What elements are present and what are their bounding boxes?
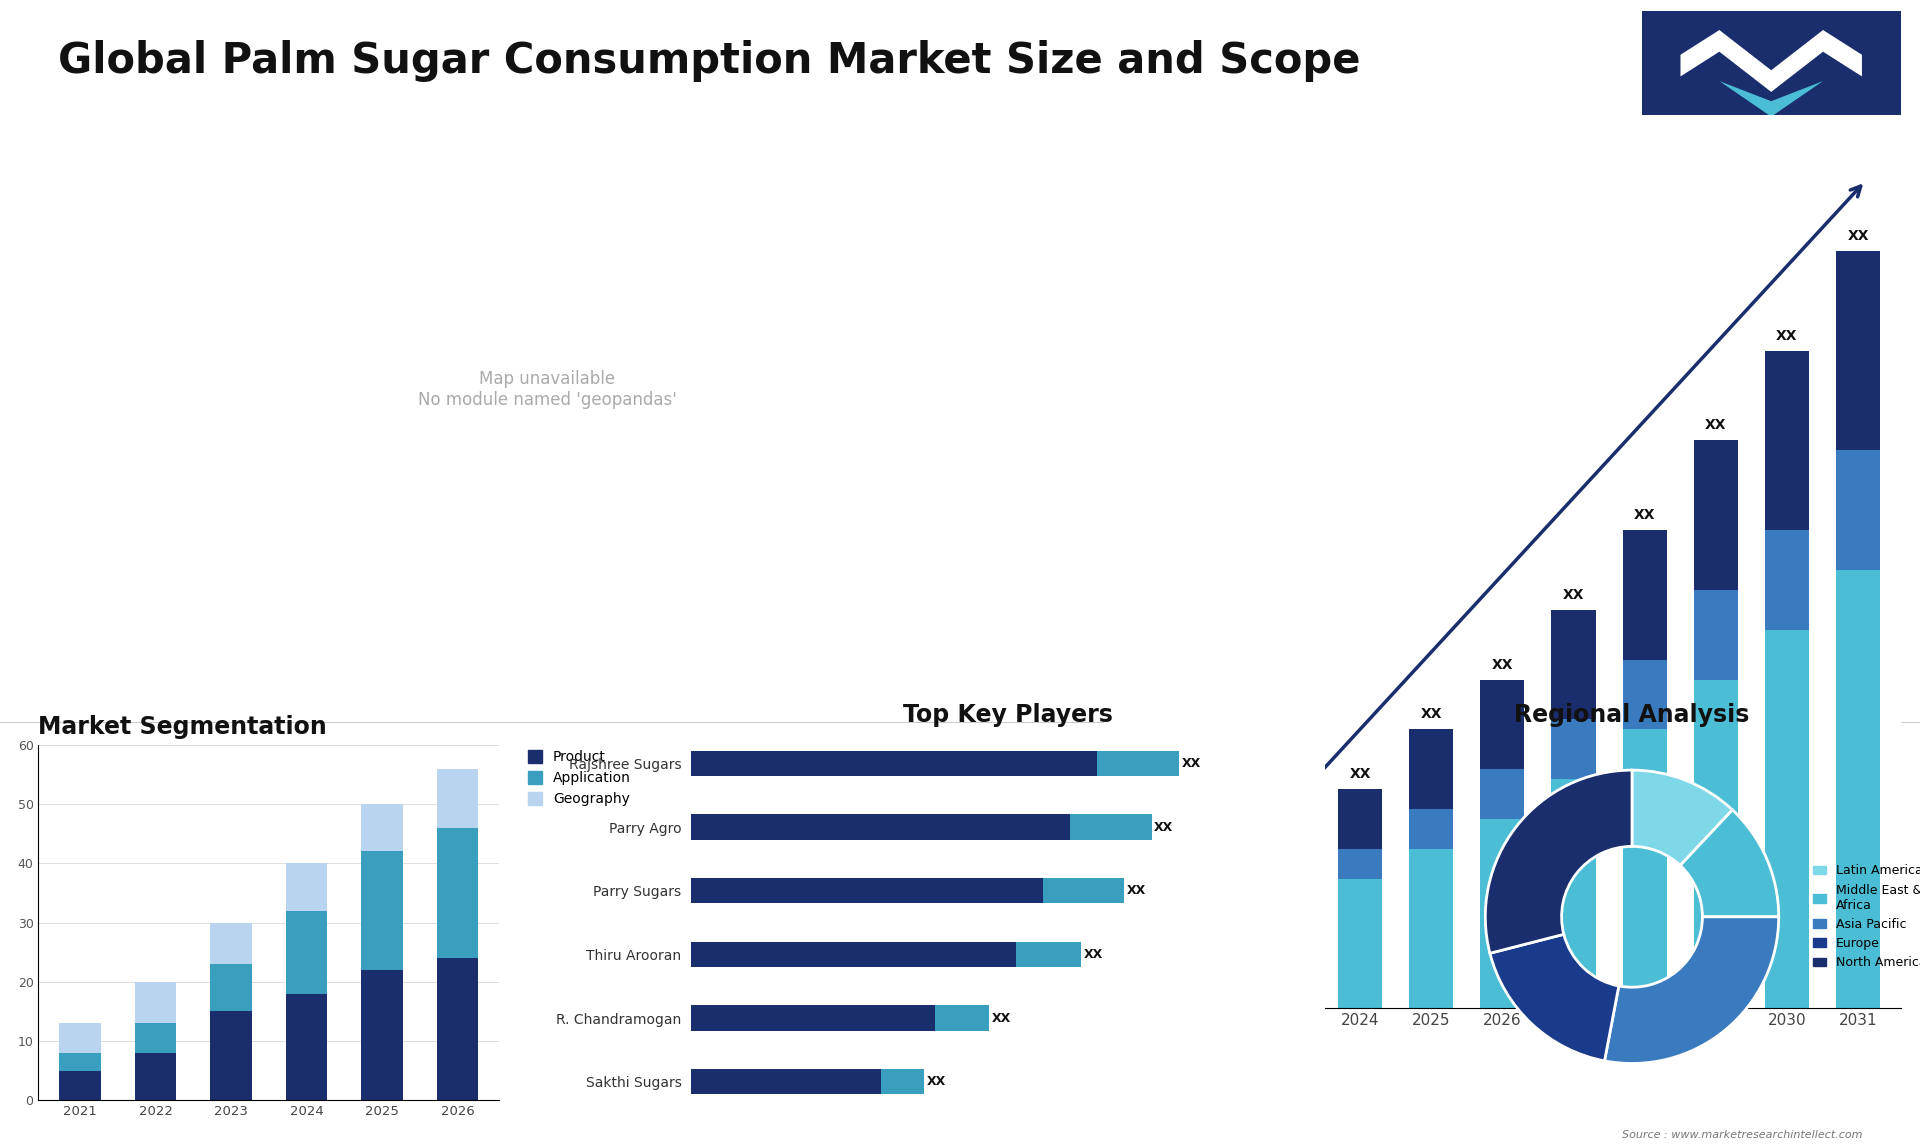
Bar (1551, 720, 1596, 779)
Bar (691, 751, 1098, 776)
Bar (60, 1070, 102, 1100)
Text: Source : www.marketresearchintellect.com: Source : www.marketresearchintellect.com (1622, 1130, 1862, 1140)
Bar (361, 804, 403, 851)
Text: INTELLECT: INTELLECT (1740, 152, 1803, 162)
Bar (1069, 815, 1152, 840)
Bar (1338, 790, 1382, 849)
Bar (211, 1011, 252, 1100)
Bar (134, 982, 177, 1023)
Title: Regional Analysis: Regional Analysis (1515, 704, 1749, 728)
Bar (691, 1005, 935, 1030)
Bar (1196, 928, 1240, 1008)
Bar (1622, 660, 1667, 729)
Bar (436, 769, 478, 827)
Text: Global Palm Sugar Consumption Market Size and Scope: Global Palm Sugar Consumption Market Siz… (58, 40, 1359, 83)
Bar (211, 964, 252, 1011)
Bar (1622, 729, 1667, 1008)
Text: RESEARCH: RESEARCH (1740, 136, 1803, 147)
Bar (1016, 942, 1081, 967)
Text: Market Segmentation: Market Segmentation (38, 715, 326, 739)
Bar (881, 1069, 924, 1094)
Text: XX: XX (1154, 821, 1173, 833)
Text: XX: XX (1350, 767, 1371, 782)
Bar (1409, 729, 1453, 809)
Wedge shape (1490, 934, 1619, 1061)
Text: XX: XX (1279, 807, 1300, 821)
Bar (1409, 849, 1453, 1008)
Text: XX: XX (1127, 885, 1146, 897)
Bar (1836, 450, 1880, 570)
Bar (1480, 819, 1524, 1008)
Bar (1480, 769, 1524, 819)
Bar (1693, 590, 1738, 680)
Legend: Latin America, Middle East &
Africa, Asia Pacific, Europe, North America: Latin America, Middle East & Africa, Asi… (1809, 860, 1920, 974)
Bar (436, 958, 478, 1100)
Title: Top Key Players: Top Key Players (902, 704, 1114, 728)
Text: XX: XX (1181, 756, 1200, 770)
Polygon shape (1680, 30, 1862, 92)
Text: XX: XX (993, 1012, 1012, 1025)
Text: XX: XX (1563, 588, 1584, 602)
Bar (1764, 351, 1809, 531)
Wedge shape (1632, 770, 1732, 865)
Bar (361, 851, 403, 970)
Bar (286, 863, 326, 911)
Bar (60, 1053, 102, 1070)
Wedge shape (1680, 810, 1778, 917)
Text: XX: XX (927, 1075, 947, 1089)
Bar (1267, 879, 1311, 909)
Bar (134, 1023, 177, 1053)
Bar (1764, 531, 1809, 629)
Bar (286, 994, 326, 1100)
Bar (691, 878, 1043, 903)
Bar (1267, 909, 1311, 1008)
Bar (1125, 949, 1169, 1008)
Bar (1551, 779, 1596, 1008)
Text: XX: XX (1705, 418, 1726, 432)
Bar (361, 970, 403, 1100)
Text: Map unavailable
No module named 'geopandas': Map unavailable No module named 'geopand… (419, 370, 676, 409)
Wedge shape (1605, 917, 1778, 1063)
Text: XX: XX (1847, 229, 1868, 243)
Text: XX: XX (1492, 658, 1513, 672)
Bar (1622, 531, 1667, 660)
Text: XX: XX (1083, 948, 1104, 960)
Polygon shape (1720, 81, 1824, 117)
Bar (1338, 879, 1382, 1008)
Bar (211, 923, 252, 964)
Legend: Product, Application, Geography: Product, Application, Geography (522, 745, 636, 811)
Bar (1551, 610, 1596, 720)
Bar (1764, 629, 1809, 1008)
Bar (1098, 751, 1179, 776)
Text: XX: XX (1634, 508, 1655, 523)
Text: XX: XX (1421, 707, 1442, 722)
Bar (60, 1023, 102, 1053)
Text: XX: XX (1776, 329, 1797, 343)
Text: MARKET: MARKET (1747, 121, 1795, 131)
Text: XX: XX (1137, 877, 1158, 890)
Bar (286, 911, 326, 994)
Bar (691, 1069, 881, 1094)
Bar (935, 1005, 989, 1030)
Bar (691, 815, 1069, 840)
Bar (1409, 809, 1453, 849)
Bar (1196, 909, 1240, 928)
Wedge shape (1486, 770, 1632, 953)
Bar (1836, 570, 1880, 1008)
Bar (134, 1053, 177, 1100)
Bar (1125, 898, 1169, 928)
Bar (1043, 878, 1125, 903)
Bar (1480, 680, 1524, 769)
Bar (1693, 440, 1738, 590)
Bar (1125, 928, 1169, 949)
Bar (436, 827, 478, 958)
Bar (1338, 849, 1382, 879)
Bar (1267, 829, 1311, 879)
Bar (1836, 251, 1880, 450)
Text: XX: XX (1208, 847, 1229, 861)
Bar (691, 942, 1016, 967)
Bar (1693, 680, 1738, 1008)
Bar (1196, 869, 1240, 909)
